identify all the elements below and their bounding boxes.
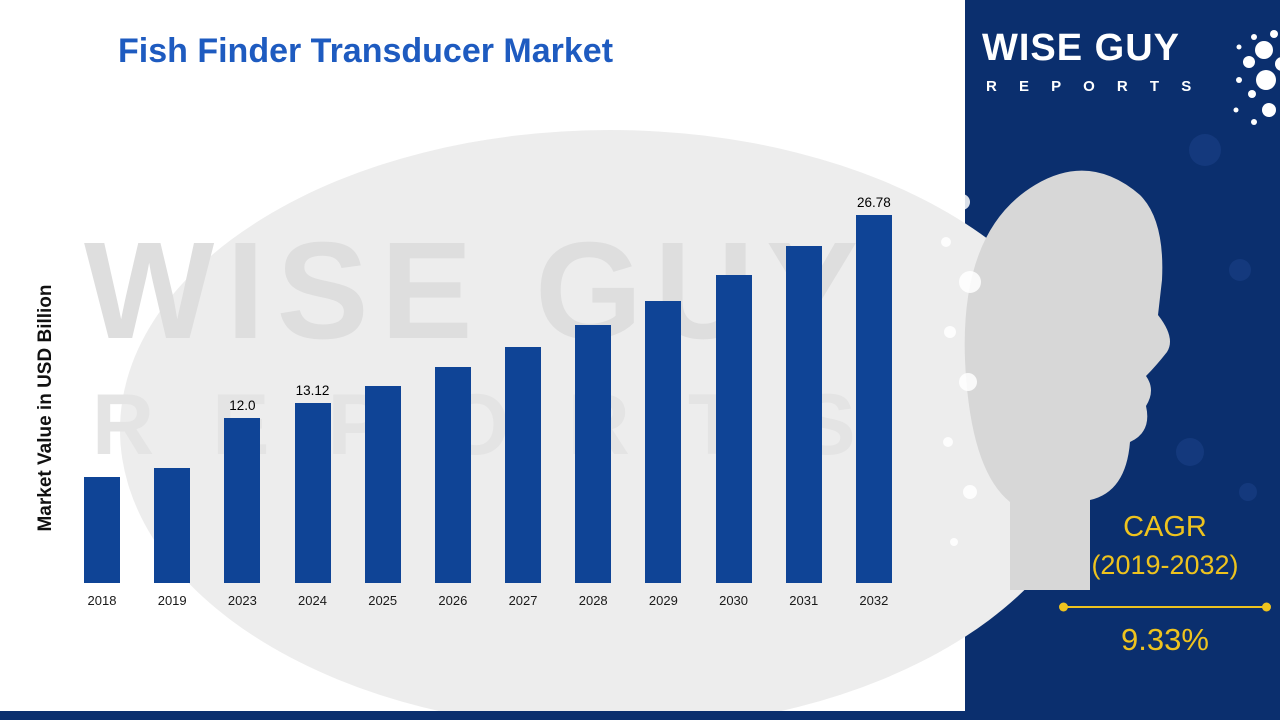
x-tick-label: 2019	[157, 593, 187, 608]
cagr-range: (2019-2032)	[1091, 550, 1239, 581]
bar-chart: 2018 2019 12.0 2023 13.12 2024 2025 2026 2027 202…	[84, 194, 892, 608]
x-tick-label: 2027	[508, 593, 538, 608]
x-tick-label: 2025	[368, 593, 398, 608]
bar	[505, 347, 542, 583]
x-tick-label: 2028	[578, 593, 608, 608]
bar-group: 2031	[785, 240, 822, 608]
x-tick-label: 2031	[789, 593, 819, 608]
panel-bubbles-decoration	[1176, 134, 1257, 501]
bar-group: 2028	[575, 319, 612, 608]
bar-group: 2026	[434, 361, 471, 608]
y-axis-label: Market Value in USD Billion	[35, 284, 56, 532]
x-tick-label: 2023	[227, 593, 257, 608]
cagr-label: CAGR	[1123, 511, 1207, 543]
bar-group: 13.12 2024	[294, 382, 331, 608]
brand-name: WISE GUY	[982, 27, 1181, 69]
bar-group: 26.78 2032	[855, 194, 892, 608]
bar	[645, 301, 682, 583]
bar-group: 2019	[154, 462, 191, 608]
bar-group: 2018	[84, 471, 120, 608]
bar-value-label: 12.0	[229, 397, 256, 413]
bar	[715, 275, 752, 583]
divider-left-dot	[1059, 602, 1068, 612]
bottom-bar	[0, 711, 1280, 720]
brand-subtitle: R E P O R T S	[986, 77, 1201, 95]
bar-group: 2029	[645, 295, 682, 608]
cagr-block: CAGR (2019-2032) 9.33%	[1055, 508, 1275, 658]
brand-logo: WISE GUY R E P O R T S	[982, 27, 1280, 132]
chart-title: Fish Finder Transducer Market	[118, 32, 614, 70]
x-tick-label: 2018	[87, 593, 117, 608]
bar	[364, 386, 401, 583]
bar	[294, 403, 331, 583]
x-tick-label: 2032	[859, 593, 889, 608]
bar-value-label: 26.78	[856, 194, 891, 210]
x-tick-label: 2029	[648, 593, 678, 608]
divider-right-dot	[1262, 602, 1271, 612]
bar	[855, 215, 892, 583]
dotted-face-logo-icon	[1233, 30, 1280, 125]
cagr-value: 9.33%	[1121, 621, 1209, 657]
bar	[785, 246, 822, 583]
bar-group: 2030	[715, 269, 752, 608]
x-tick-label: 2030	[719, 593, 749, 608]
cagr-divider	[1059, 602, 1271, 612]
bar	[224, 418, 261, 583]
head-silhouette-watermark	[941, 170, 1170, 590]
bar-group: 2025	[364, 380, 401, 608]
bar-group: 2027	[505, 341, 542, 608]
bar-group: 12.0 2023	[224, 397, 261, 608]
x-tick-label: 2026	[438, 593, 468, 608]
x-tick-label: 2024	[298, 593, 327, 608]
bar-value-label: 13.12	[295, 382, 330, 398]
bar	[84, 477, 120, 583]
bar	[154, 468, 191, 583]
bar	[434, 367, 471, 583]
bar	[575, 325, 612, 583]
brand-logo-text: WISE GUY R E P O R T S	[982, 27, 1201, 95]
